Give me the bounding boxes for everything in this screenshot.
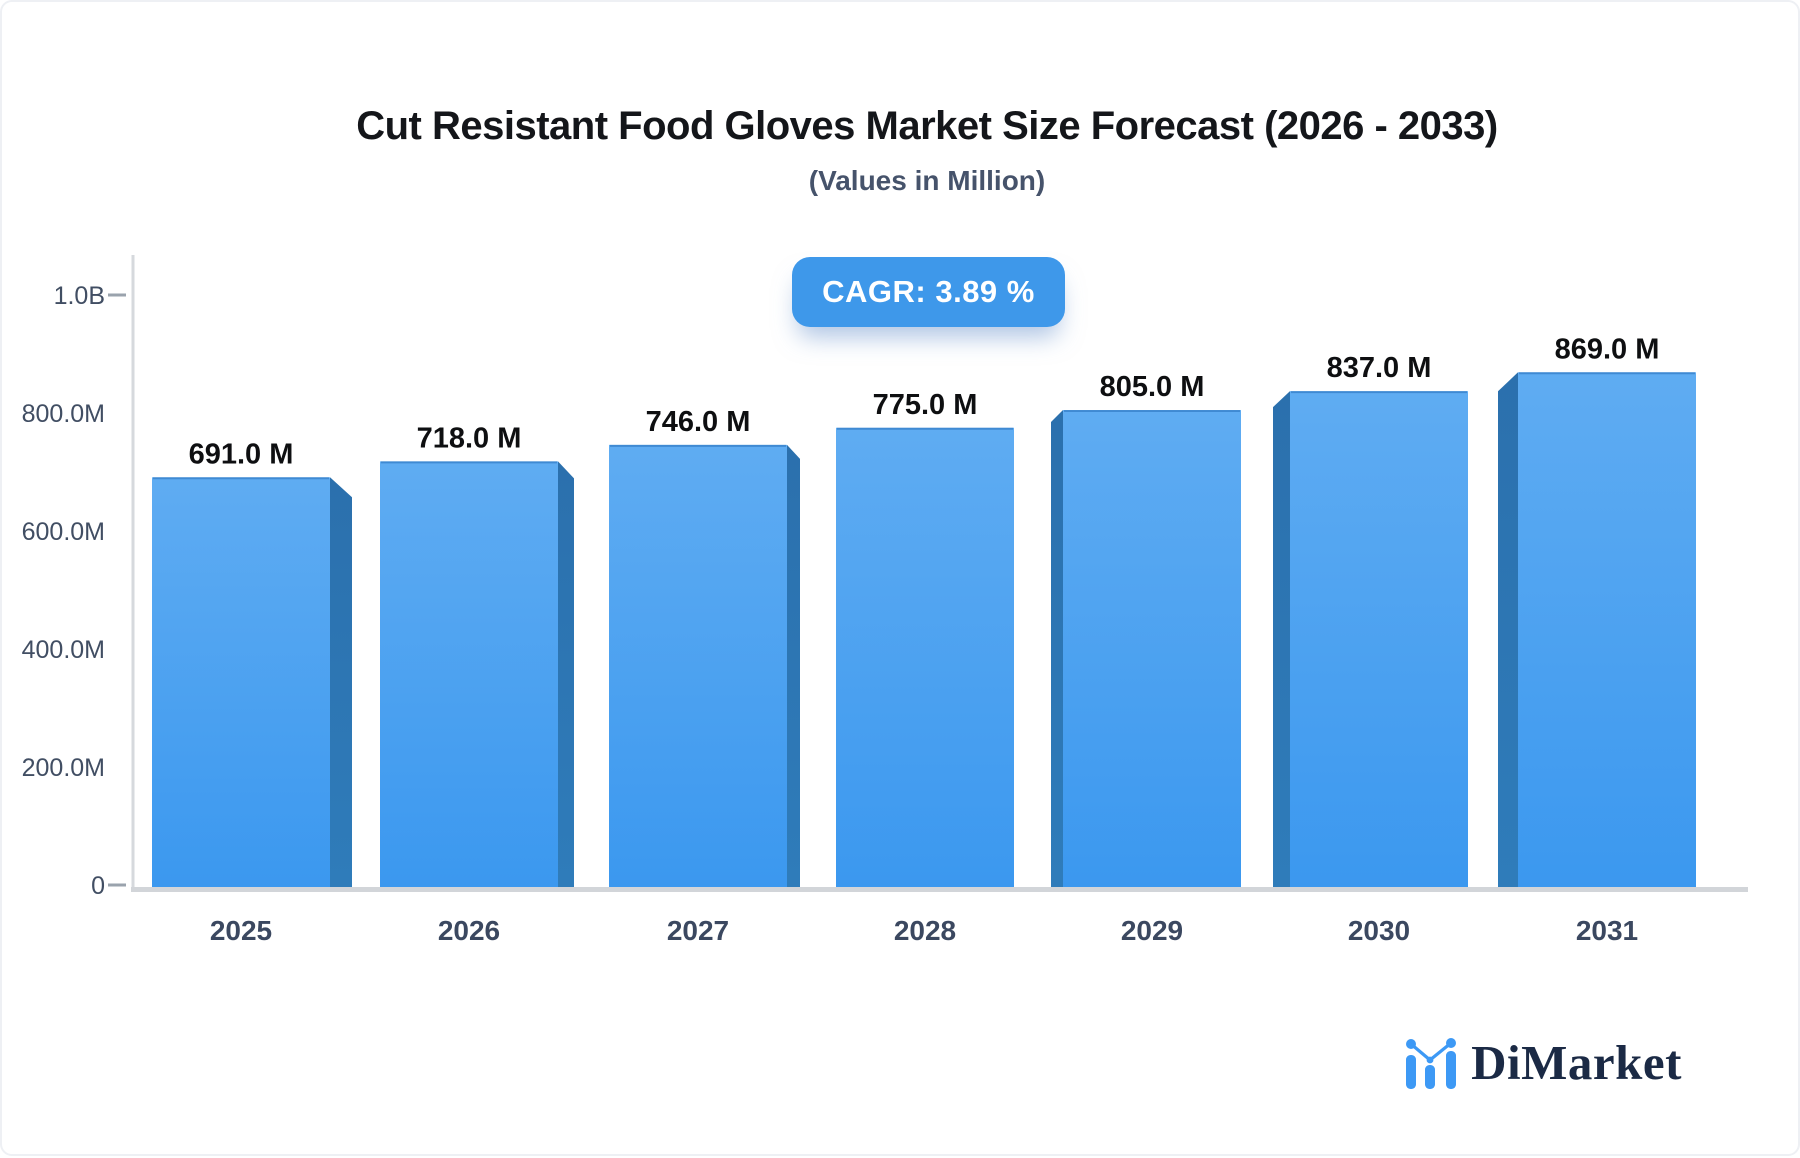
bar-value-label: 775.0 M: [873, 389, 978, 421]
bar: [1063, 410, 1241, 888]
bar-chart-logo-icon: [1406, 1038, 1457, 1089]
y-tick-label: 0: [91, 872, 105, 900]
bar-value-label: 718.0 M: [417, 422, 522, 454]
y-tick-label: 800.0M: [22, 400, 105, 428]
x-tick-label: 2028: [894, 915, 956, 946]
bar-side-face: [787, 444, 800, 888]
bar: [1518, 372, 1696, 888]
y-tick-label: 1.0B: [54, 282, 105, 310]
chart-title: Cut Resistant Food Gloves Market Size Fo…: [356, 104, 1498, 148]
bar-value-label: 869.0 M: [1555, 333, 1660, 365]
bar-side-face: [1273, 391, 1290, 888]
cagr-badge-label: CAGR: 3.89 %: [822, 274, 1035, 309]
y-tick-label: 600.0M: [22, 518, 105, 546]
x-tick-label: 2025: [210, 915, 272, 946]
y-tick-label: 200.0M: [22, 754, 105, 782]
x-tick-label: 2029: [1121, 915, 1183, 946]
x-tick-label: 2026: [438, 915, 500, 946]
chart-subtitle: (Values in Million): [808, 165, 1046, 196]
x-tick-label: 2027: [667, 915, 729, 946]
brand-logo: DiMarket: [1404, 1030, 1682, 1094]
brand-name: DiMarket: [1471, 1034, 1682, 1090]
x-tick-label: 2031: [1576, 915, 1638, 946]
bar: [609, 444, 787, 888]
bar-side-face: [330, 477, 352, 888]
bar-value-label: 746.0 M: [646, 406, 751, 438]
bar-value-label: 837.0 M: [1327, 352, 1432, 384]
x-tick-label: 2030: [1348, 915, 1410, 946]
y-tick-label: 400.0M: [22, 636, 105, 664]
chart-header: Cut Resistant Food Gloves Market Size Fo…: [52, 2, 1800, 198]
bar-side-face: [1498, 372, 1518, 888]
bar: [380, 461, 558, 888]
bar: [836, 427, 1014, 888]
bar-side-face: [558, 461, 574, 888]
bar-side-face: [1051, 410, 1063, 888]
bar: [1290, 391, 1468, 888]
cagr-badge: CAGR: 3.89 %: [792, 257, 1065, 327]
bar-value-label: 691.0 M: [189, 438, 294, 470]
bar: [152, 477, 330, 888]
bar-value-label: 805.0 M: [1100, 371, 1205, 403]
